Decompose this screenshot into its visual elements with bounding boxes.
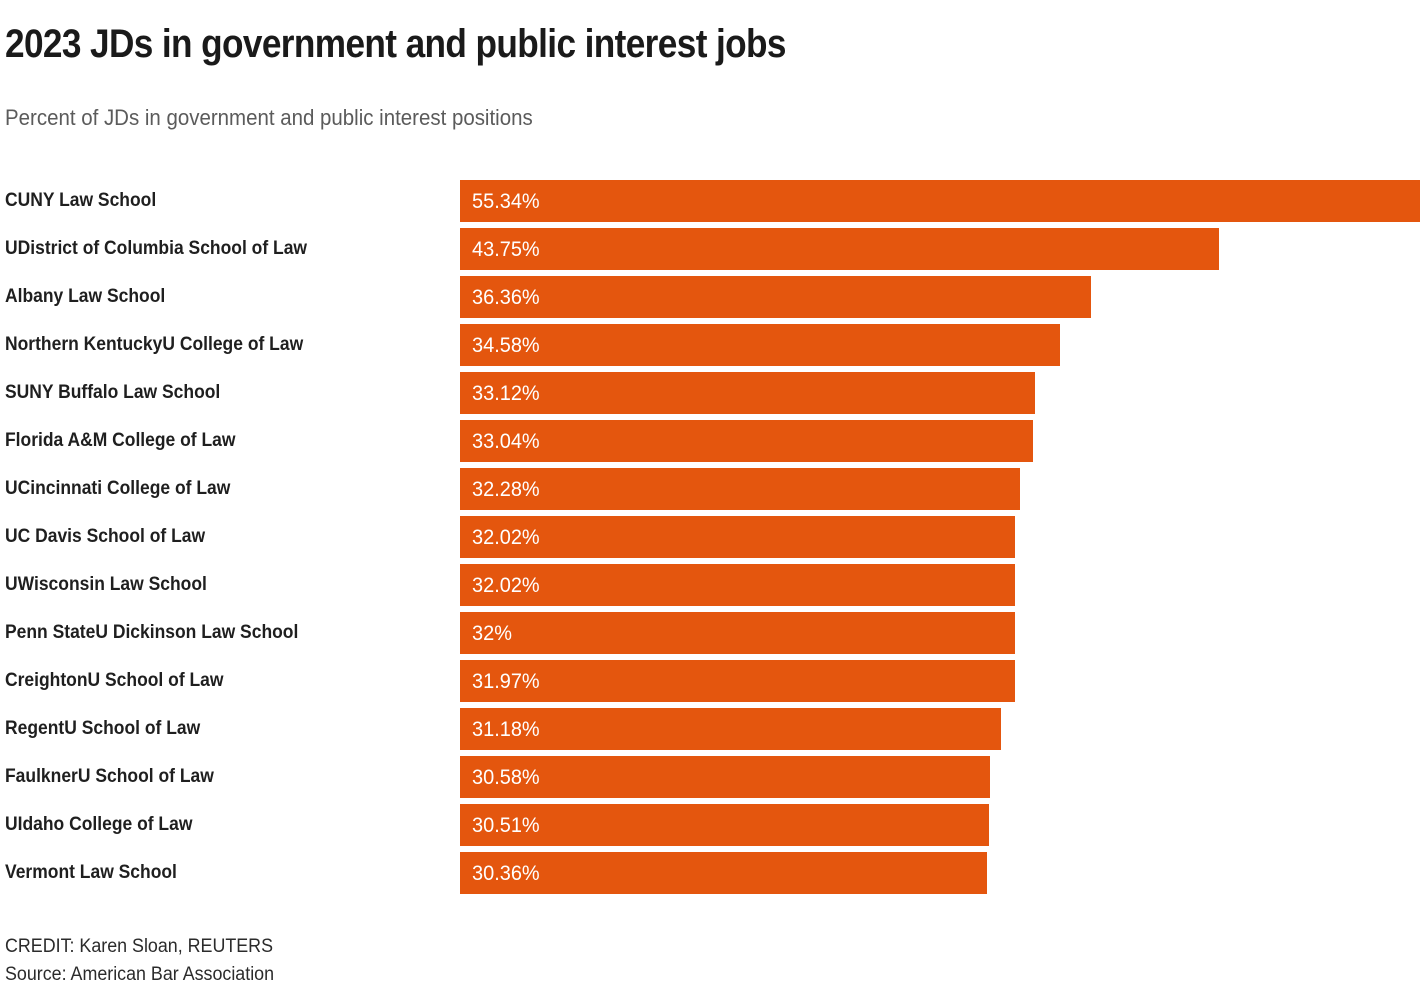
bar-category-label: UC Davis School of Law: [5, 526, 206, 547]
bar-row: Florida A&M College of Law 33.04%: [0, 420, 1420, 462]
chart-subtitle: Percent of JDs in government and public …: [5, 105, 533, 130]
chart-footer: CREDIT: Karen Sloan, REUTERS Source: Ame…: [5, 933, 1405, 989]
bar-row: UCincinnati College of Law 32.28%: [0, 468, 1420, 510]
bar-category-label: CreightonU School of Law: [5, 670, 224, 691]
bar-row: Vermont Law School 30.36%: [0, 852, 1420, 894]
bar-value-label: 32.02%: [472, 526, 540, 549]
bar-track: 36.36%: [460, 276, 1420, 318]
bar: 32.28%: [460, 468, 1020, 510]
source-line: Source: American Bar Association: [5, 964, 275, 985]
bar-row: Penn StateU Dickinson Law School 32%: [0, 612, 1420, 654]
bar-track: 43.75%: [460, 228, 1420, 270]
bar-track: 30.51%: [460, 804, 1420, 846]
bar-row: FaulknerU School of Law 30.58%: [0, 756, 1420, 798]
bar-track: 33.04%: [460, 420, 1420, 462]
bar: 32%: [460, 612, 1016, 654]
bar-row: UWisconsin Law School 32.02%: [0, 564, 1420, 606]
bar-value-label: 32.28%: [472, 478, 540, 501]
bar-value-label: 30.58%: [472, 766, 540, 789]
bar: 31.97%: [460, 660, 1015, 702]
bar-value-label: 32.02%: [472, 574, 540, 597]
bar-category-label: Albany Law School: [5, 286, 166, 307]
bar: 33.12%: [460, 372, 1035, 414]
bar: 30.58%: [460, 756, 991, 798]
bar-row: CreightonU School of Law 31.97%: [0, 660, 1420, 702]
bar: 34.58%: [460, 324, 1060, 366]
bar-value-label: 43.75%: [472, 238, 540, 261]
bar-category-label: Penn StateU Dickinson Law School: [5, 622, 299, 643]
bar-value-label: 31.18%: [472, 718, 540, 741]
bar-track: 32.28%: [460, 468, 1420, 510]
bar-track: 31.18%: [460, 708, 1420, 750]
bar-category-label: UWisconsin Law School: [5, 574, 207, 595]
bar: 32.02%: [460, 564, 1016, 606]
bar-value-label: 55.34%: [472, 190, 540, 213]
bar-track: 55.34%: [460, 180, 1420, 222]
bar-category-label: SUNY Buffalo Law School: [5, 382, 221, 403]
bar-category-label: UIdaho College of Law: [5, 814, 193, 835]
bar-track: 32.02%: [460, 516, 1420, 558]
chart-title: 2023 JDs in government and public intere…: [5, 22, 786, 66]
bar-category-label: Vermont Law School: [5, 862, 177, 883]
bar-category-label: RegentU School of Law: [5, 718, 201, 739]
bar-value-label: 33.12%: [472, 382, 540, 405]
bar-category-label: Northern KentuckyU College of Law: [5, 334, 304, 355]
bar-category-label: UDistrict of Columbia School of Law: [5, 238, 308, 259]
bar-value-label: 36.36%: [472, 286, 540, 309]
bar-track: 30.58%: [460, 756, 1420, 798]
bar: 55.34%: [460, 180, 1420, 222]
bar-track: 32%: [460, 612, 1420, 654]
bar-category-label: CUNY Law School: [5, 190, 157, 211]
bar: 33.04%: [460, 420, 1034, 462]
bar-track: 31.97%: [460, 660, 1420, 702]
bar: 43.75%: [460, 228, 1219, 270]
bar-value-label: 30.51%: [472, 814, 540, 837]
bar: 30.36%: [460, 852, 987, 894]
bar-row: Albany Law School 36.36%: [0, 276, 1420, 318]
bar: 30.51%: [460, 804, 990, 846]
bar-row: SUNY Buffalo Law School 33.12%: [0, 372, 1420, 414]
bar-row: UDistrict of Columbia School of Law 43.75…: [0, 228, 1420, 270]
bar: 36.36%: [460, 276, 1091, 318]
bar-value-label: 34.58%: [472, 334, 540, 357]
bar-row: CUNY Law School 55.34%: [0, 180, 1420, 222]
bar-track: 34.58%: [460, 324, 1420, 366]
bar-value-label: 31.97%: [472, 670, 540, 693]
bar-value-label: 30.36%: [472, 862, 540, 885]
bar-row: RegentU School of Law 31.18%: [0, 708, 1420, 750]
bar-track: 33.12%: [460, 372, 1420, 414]
bar-track: 32.02%: [460, 564, 1420, 606]
bar-value-label: 32%: [472, 622, 512, 645]
bar-row: Northern KentuckyU College of Law 34.58%: [0, 324, 1420, 366]
bar-value-label: 33.04%: [472, 430, 540, 453]
bar-track: 30.36%: [460, 852, 1420, 894]
bar-category-label: UCincinnati College of Law: [5, 478, 231, 499]
bar-row: UC Davis School of Law 32.02%: [0, 516, 1420, 558]
credit-line: CREDIT: Karen Sloan, REUTERS: [5, 936, 273, 957]
bar-row: UIdaho College of Law 30.51%: [0, 804, 1420, 846]
bar-category-label: FaulknerU School of Law: [5, 766, 214, 787]
bar: 32.02%: [460, 516, 1016, 558]
bar: 31.18%: [460, 708, 1001, 750]
bar-category-label: Florida A&M College of Law: [5, 430, 236, 451]
